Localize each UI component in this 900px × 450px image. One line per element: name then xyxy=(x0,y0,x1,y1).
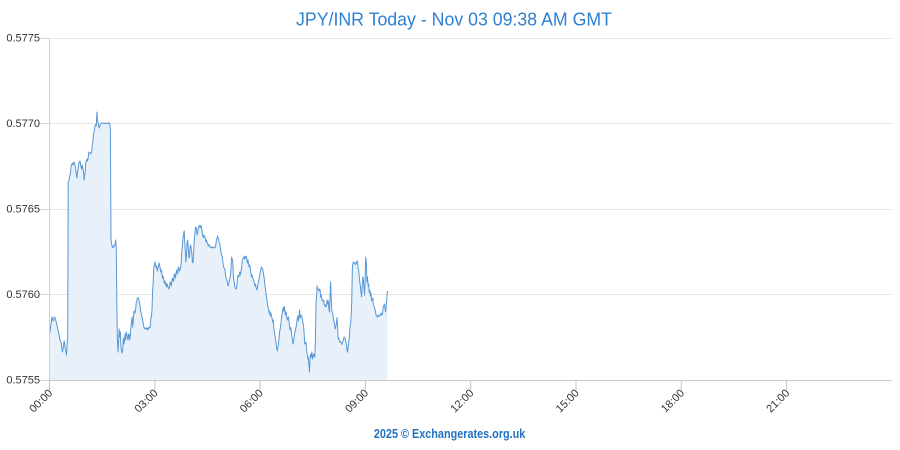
svg-text:JPY/INR Today - Nov 03 09:38 A: JPY/INR Today - Nov 03 09:38 AM GMT xyxy=(296,10,612,30)
svg-text:0.5775: 0.5775 xyxy=(6,33,40,45)
svg-text:0.5755: 0.5755 xyxy=(6,375,40,387)
svg-text:0.5765: 0.5765 xyxy=(6,204,40,216)
svg-text:0.5770: 0.5770 xyxy=(6,118,40,130)
svg-text:0.5760: 0.5760 xyxy=(6,289,40,301)
svg-text:2025 © Exchangerates.org.uk: 2025 © Exchangerates.org.uk xyxy=(374,426,526,441)
